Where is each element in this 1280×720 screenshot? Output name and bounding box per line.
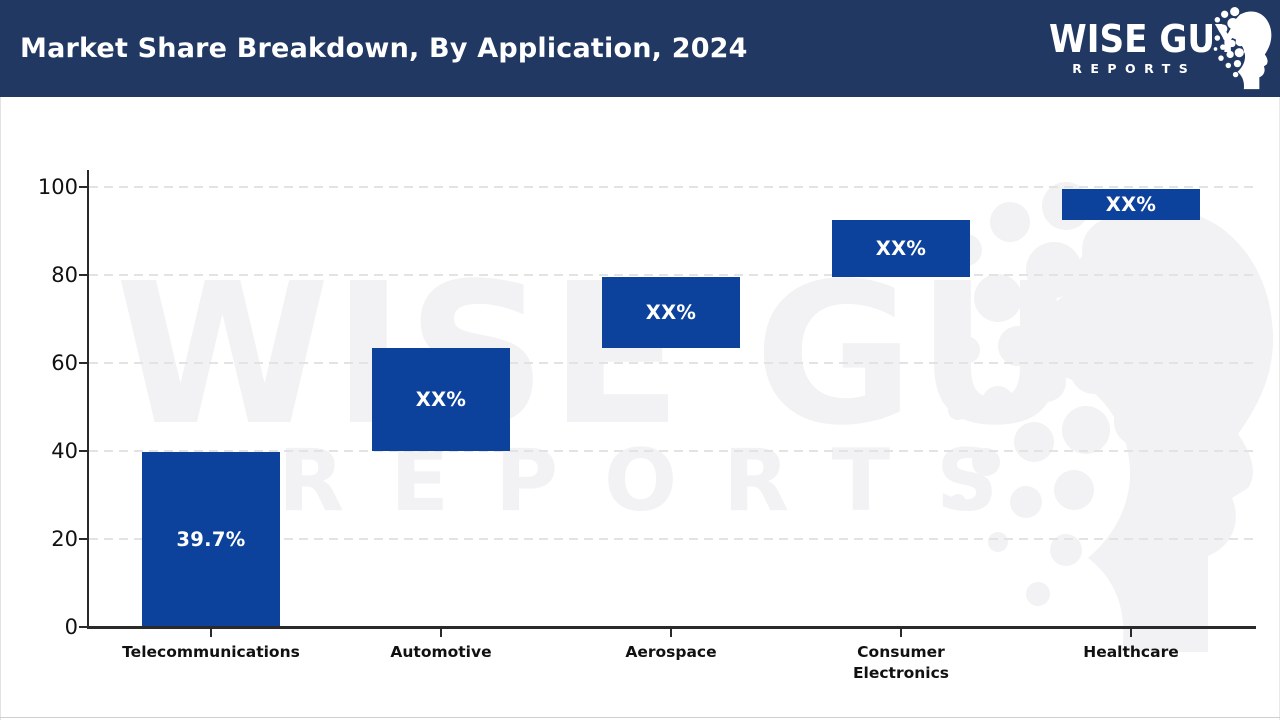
chart-area: WISE GUY REPORTS 0 20 40 60 80 100 — [0, 97, 1280, 720]
x-tick-mark — [440, 629, 442, 637]
bar-value-label: 39.7% — [176, 528, 246, 552]
bar-automotive: XX% — [372, 347, 510, 451]
x-tick-mark — [900, 629, 902, 637]
y-tick-label: 100 — [37, 175, 78, 199]
y-tick-label: 60 — [51, 351, 78, 375]
x-axis-label-consumer-electronics: Consumer Electronics — [852, 643, 950, 682]
y-axis-line — [87, 170, 89, 629]
page-left-border — [0, 97, 1, 720]
y-tick-label: 0 — [64, 615, 78, 639]
gridline — [89, 186, 1256, 188]
bar-value-label: XX% — [415, 387, 467, 411]
bar-healthcare: XX% — [1062, 189, 1200, 220]
x-axis-label-automotive: Automotive — [390, 643, 492, 661]
logo: WISE GUY REPORTS — [1040, 17, 1240, 76]
logo-subtitle: REPORTS — [1072, 60, 1197, 76]
y-tick-label: 40 — [51, 439, 78, 463]
bar-aerospace: XX% — [602, 277, 740, 348]
x-axis-label-aerospace: Aerospace — [625, 643, 717, 661]
x-tick-mark — [670, 629, 672, 637]
watermark-subtitle: REPORTS — [278, 431, 1045, 531]
y-tick-mark — [79, 626, 88, 628]
bar-telecommunications: 39.7% — [142, 452, 280, 627]
y-tick-mark — [79, 362, 88, 364]
y-tick-mark — [79, 186, 88, 188]
gridline — [89, 274, 1256, 276]
page-title: Market Share Breakdown, By Application, … — [20, 33, 748, 64]
y-tick-mark — [79, 274, 88, 276]
x-axis-label-healthcare: Healthcare — [1083, 643, 1179, 661]
y-tick-label: 20 — [51, 527, 78, 551]
watermark-face-icon — [948, 182, 1274, 652]
y-tick-label: 80 — [51, 263, 78, 287]
logo-wordmark: WISE GUY — [1049, 17, 1240, 61]
bar-consumer-electronics: XX% — [832, 220, 970, 278]
x-tick-mark — [1130, 629, 1132, 637]
bar-value-label: XX% — [645, 300, 697, 324]
y-tick-mark — [79, 450, 88, 452]
gridline — [89, 362, 1256, 364]
x-axis-label-telecommunications: Telecommunications — [122, 643, 300, 661]
x-axis-line — [87, 626, 1256, 629]
bar-value-label: XX% — [1105, 193, 1157, 217]
gridline — [89, 538, 1256, 540]
logo-face-icon — [1213, 7, 1272, 90]
page-bottom-border — [0, 717, 1280, 718]
gridline — [89, 450, 1256, 452]
bar-value-label: XX% — [875, 237, 927, 261]
y-tick-mark — [79, 538, 88, 540]
header-bar: Market Share Breakdown, By Application, … — [0, 0, 1280, 97]
x-tick-mark — [210, 629, 212, 637]
